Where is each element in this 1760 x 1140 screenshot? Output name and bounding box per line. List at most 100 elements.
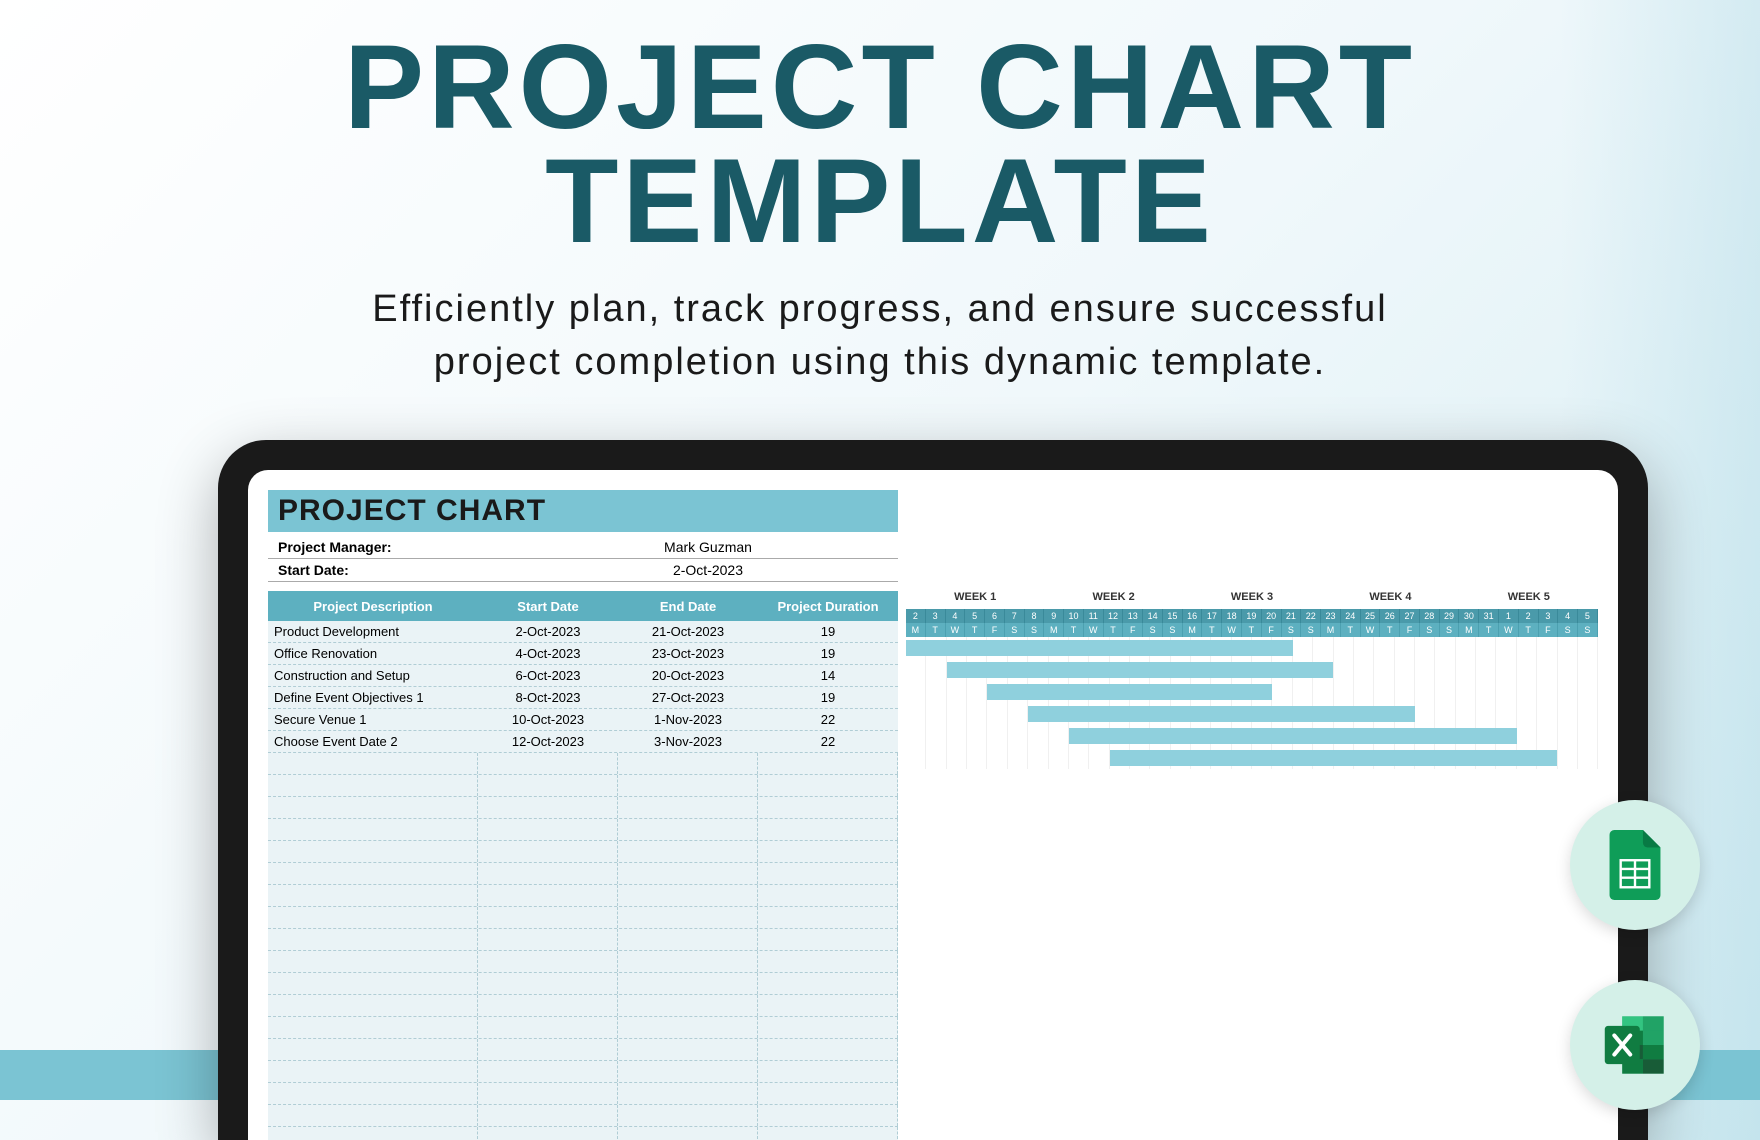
- google-sheets-badge[interactable]: [1570, 800, 1700, 930]
- cell-description[interactable]: Secure Venue 1: [268, 712, 478, 727]
- empty-row[interactable]: [268, 863, 898, 885]
- day-letter: F: [1400, 623, 1420, 637]
- day-number: 5: [965, 609, 985, 623]
- day-number: 2: [906, 609, 926, 623]
- meta-start-value[interactable]: 2-Oct-2023: [528, 562, 888, 578]
- week-labels-row: WEEK 1WEEK 2WEEK 3WEEK 4WEEK 5: [906, 591, 1598, 609]
- day-letter: W: [1499, 623, 1519, 637]
- cell-duration[interactable]: 19: [758, 646, 898, 661]
- cell-duration[interactable]: 22: [758, 734, 898, 749]
- cell-duration[interactable]: 22: [758, 712, 898, 727]
- empty-row[interactable]: [268, 753, 898, 775]
- cell-end[interactable]: 1-Nov-2023: [618, 712, 758, 727]
- gantt-row: [906, 703, 1598, 725]
- meta-manager-value[interactable]: Mark Guzman: [528, 539, 888, 555]
- empty-row[interactable]: [268, 797, 898, 819]
- day-number: 13: [1123, 609, 1143, 623]
- tablet-frame: PROJECT CHART Project Manager: Mark Guzm…: [218, 440, 1648, 1140]
- empty-row[interactable]: [268, 819, 898, 841]
- day-number: 22: [1301, 609, 1321, 623]
- empty-row[interactable]: [268, 885, 898, 907]
- gantt-bar[interactable]: [987, 684, 1272, 700]
- cell-description[interactable]: Define Event Objectives 1: [268, 690, 478, 705]
- day-letters-row: MTWTFSSMTWTFSSMTWTFSSMTWTFSSMTWTFSS: [906, 623, 1598, 637]
- day-number: 5: [1578, 609, 1598, 623]
- empty-row[interactable]: [268, 841, 898, 863]
- table-row[interactable]: Office Renovation4-Oct-202323-Oct-202319: [268, 643, 898, 665]
- day-number: 3: [1539, 609, 1559, 623]
- day-number: 29: [1440, 609, 1460, 623]
- gantt-row: [906, 659, 1598, 681]
- cell-description[interactable]: Choose Event Date 2: [268, 734, 478, 749]
- table-header-row: Project Description Start Date End Date …: [268, 591, 898, 621]
- meta-start-row: Start Date: 2-Oct-2023: [268, 559, 898, 582]
- day-letter: F: [1539, 623, 1559, 637]
- empty-row[interactable]: [268, 1127, 898, 1140]
- day-number: 4: [1558, 609, 1578, 623]
- empty-row[interactable]: [268, 1039, 898, 1061]
- cell-end[interactable]: 23-Oct-2023: [618, 646, 758, 661]
- cell-duration[interactable]: 14: [758, 668, 898, 683]
- cell-start[interactable]: 4-Oct-2023: [478, 646, 618, 661]
- empty-row[interactable]: [268, 907, 898, 929]
- microsoft-excel-badge[interactable]: [1570, 980, 1700, 1110]
- empty-row[interactable]: [268, 1061, 898, 1083]
- chart-meta: Project Manager: Mark Guzman Start Date:…: [268, 532, 898, 586]
- day-letter: T: [926, 623, 946, 637]
- cell-start[interactable]: 6-Oct-2023: [478, 668, 618, 683]
- empty-row[interactable]: [268, 775, 898, 797]
- cell-start[interactable]: 8-Oct-2023: [478, 690, 618, 705]
- day-letter: S: [1025, 623, 1045, 637]
- table-row[interactable]: Construction and Setup6-Oct-202320-Oct-2…: [268, 665, 898, 687]
- day-number: 20: [1262, 609, 1282, 623]
- day-number: 14: [1143, 609, 1163, 623]
- gantt-bar[interactable]: [947, 662, 1334, 678]
- day-number: 6: [985, 609, 1005, 623]
- empty-row[interactable]: [268, 995, 898, 1017]
- table-row[interactable]: Choose Event Date 212-Oct-20233-Nov-2023…: [268, 731, 898, 753]
- cell-start[interactable]: 10-Oct-2023: [478, 712, 618, 727]
- table-row[interactable]: Product Development2-Oct-202321-Oct-2023…: [268, 621, 898, 643]
- week-label: WEEK 4: [1321, 591, 1459, 609]
- day-letter: T: [1341, 623, 1361, 637]
- table-row[interactable]: Define Event Objectives 18-Oct-202327-Oc…: [268, 687, 898, 709]
- gantt-bar[interactable]: [1028, 706, 1415, 722]
- empty-row[interactable]: [268, 929, 898, 951]
- day-number: 2: [1519, 609, 1539, 623]
- week-label: WEEK 5: [1460, 591, 1598, 609]
- task-table: Project Description Start Date End Date …: [268, 591, 898, 1140]
- table-row[interactable]: Secure Venue 110-Oct-20231-Nov-202322: [268, 709, 898, 731]
- day-letter: W: [1084, 623, 1104, 637]
- cell-duration[interactable]: 19: [758, 624, 898, 639]
- empty-row[interactable]: [268, 1105, 898, 1127]
- day-letter: F: [1262, 623, 1282, 637]
- day-number: 24: [1341, 609, 1361, 623]
- day-number: 7: [1005, 609, 1025, 623]
- day-letter: M: [1183, 623, 1203, 637]
- col-end: End Date: [618, 599, 758, 614]
- cell-description[interactable]: Office Renovation: [268, 646, 478, 661]
- subtitle-line1: Efficiently plan, track progress, and en…: [372, 288, 1387, 330]
- empty-row[interactable]: [268, 1083, 898, 1105]
- day-letter: S: [1420, 623, 1440, 637]
- empty-row[interactable]: [268, 973, 898, 995]
- cell-start[interactable]: 12-Oct-2023: [478, 734, 618, 749]
- tablet-screen: PROJECT CHART Project Manager: Mark Guzm…: [248, 470, 1618, 1140]
- empty-row[interactable]: [268, 951, 898, 973]
- empty-row[interactable]: [268, 1017, 898, 1039]
- col-duration: Project Duration: [758, 599, 898, 614]
- cell-duration[interactable]: 19: [758, 690, 898, 705]
- cell-description[interactable]: Product Development: [268, 624, 478, 639]
- cell-description[interactable]: Construction and Setup: [268, 668, 478, 683]
- cell-end[interactable]: 20-Oct-2023: [618, 668, 758, 683]
- gantt-bar[interactable]: [906, 640, 1293, 656]
- day-number: 25: [1361, 609, 1381, 623]
- cell-start[interactable]: 2-Oct-2023: [478, 624, 618, 639]
- page-subtitle: Efficiently plan, track progress, and en…: [0, 283, 1760, 389]
- cell-end[interactable]: 27-Oct-2023: [618, 690, 758, 705]
- cell-end[interactable]: 21-Oct-2023: [618, 624, 758, 639]
- gantt-bar[interactable]: [1069, 728, 1517, 744]
- gantt-bar[interactable]: [1110, 750, 1558, 766]
- day-number: 1: [1499, 609, 1519, 623]
- cell-end[interactable]: 3-Nov-2023: [618, 734, 758, 749]
